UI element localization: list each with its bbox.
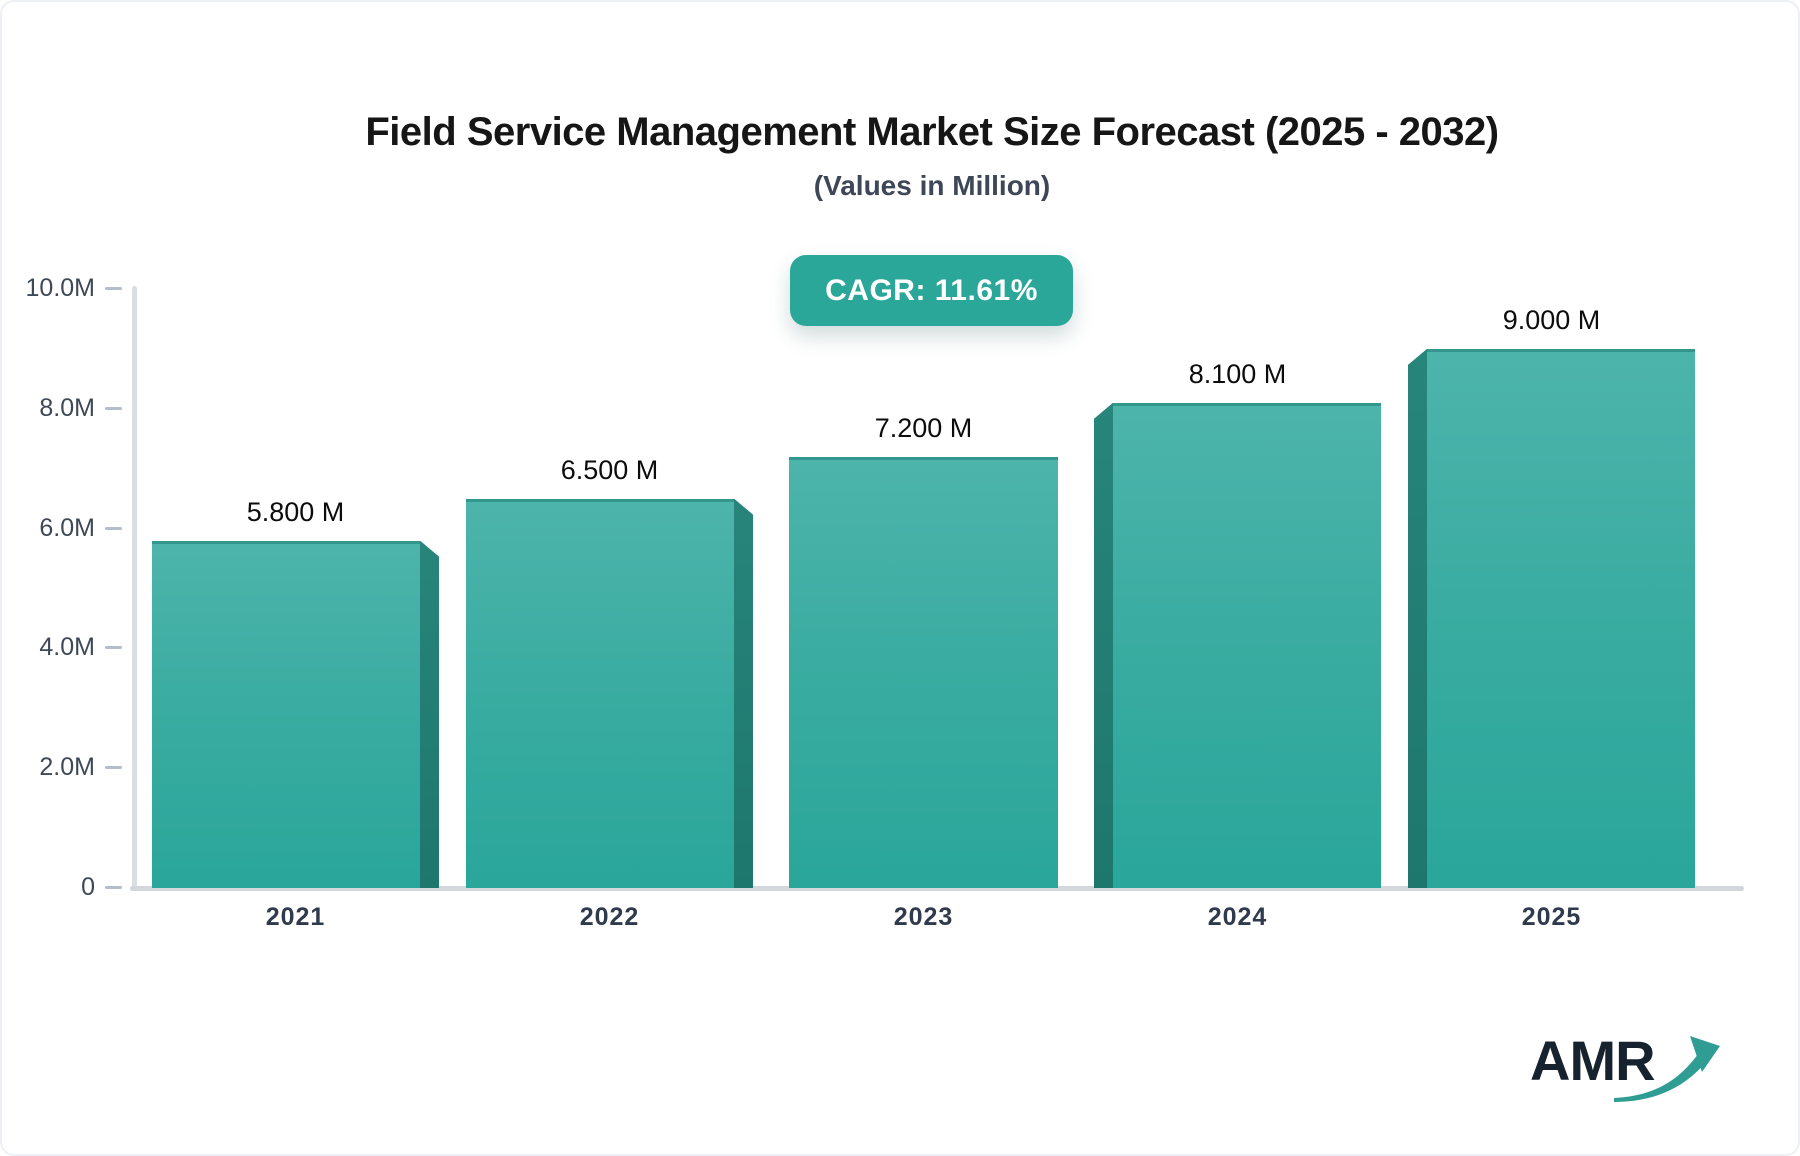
- bar: [466, 498, 734, 888]
- y-tick-label: 8.0M: [39, 393, 95, 422]
- y-axis-line: [132, 286, 137, 888]
- bar-3d-side: [420, 540, 439, 888]
- x-axis-category-label: 2022: [579, 903, 640, 931]
- bar: [152, 540, 420, 888]
- y-tick-mark: [105, 287, 122, 290]
- chart-title: Field Service Management Market Size For…: [365, 110, 1499, 154]
- y-tick-mark: [105, 526, 122, 530]
- bar-value-label: 6.500 M: [560, 454, 659, 485]
- x-axis-line: [130, 886, 1744, 891]
- bar: [1427, 348, 1695, 888]
- x-axis-category-label: 2025: [1521, 903, 1582, 931]
- y-tick-label: 0: [81, 873, 95, 901]
- y-tick-mark: [105, 646, 122, 650]
- bar-value-label: 7.200 M: [874, 412, 973, 443]
- y-tick-label: 10.0M: [25, 274, 95, 302]
- cagr-badge: CAGR: 11.61%: [790, 255, 1073, 326]
- x-axis-category-label: 2023: [893, 903, 954, 931]
- bar-3d-side: [1408, 348, 1427, 888]
- bar-value-label: 5.800 M: [246, 496, 345, 527]
- chart-header: Field Service Management Market Size For…: [132, 2, 1732, 202]
- cagr-badge-label: CAGR: 11.61%: [825, 273, 1038, 307]
- bar-3d-side: [734, 498, 753, 888]
- growth-arrow-icon: [1614, 1036, 1720, 1102]
- bar-value-label: 8.100 M: [1188, 358, 1287, 389]
- x-axis-category-label: 2024: [1207, 903, 1268, 931]
- y-tick-mark: [105, 406, 122, 410]
- y-tick-label: 6.0M: [39, 513, 95, 542]
- y-tick-mark: [105, 766, 122, 770]
- x-axis-category-label: 2021: [265, 903, 326, 931]
- y-tick-mark: [105, 886, 122, 889]
- bar: [1113, 402, 1381, 888]
- y-tick-label: 2.0M: [39, 753, 95, 782]
- bar-3d-side: [1094, 402, 1113, 888]
- y-tick-label: 4.0M: [39, 633, 95, 662]
- bar: [789, 456, 1058, 888]
- amr-logo-text: AMR: [1530, 1029, 1656, 1092]
- amr-logo: AMR: [1530, 1028, 1730, 1118]
- bar-value-label: 9.000 M: [1502, 304, 1601, 335]
- chart-subtitle: (Values in Million): [813, 170, 1051, 201]
